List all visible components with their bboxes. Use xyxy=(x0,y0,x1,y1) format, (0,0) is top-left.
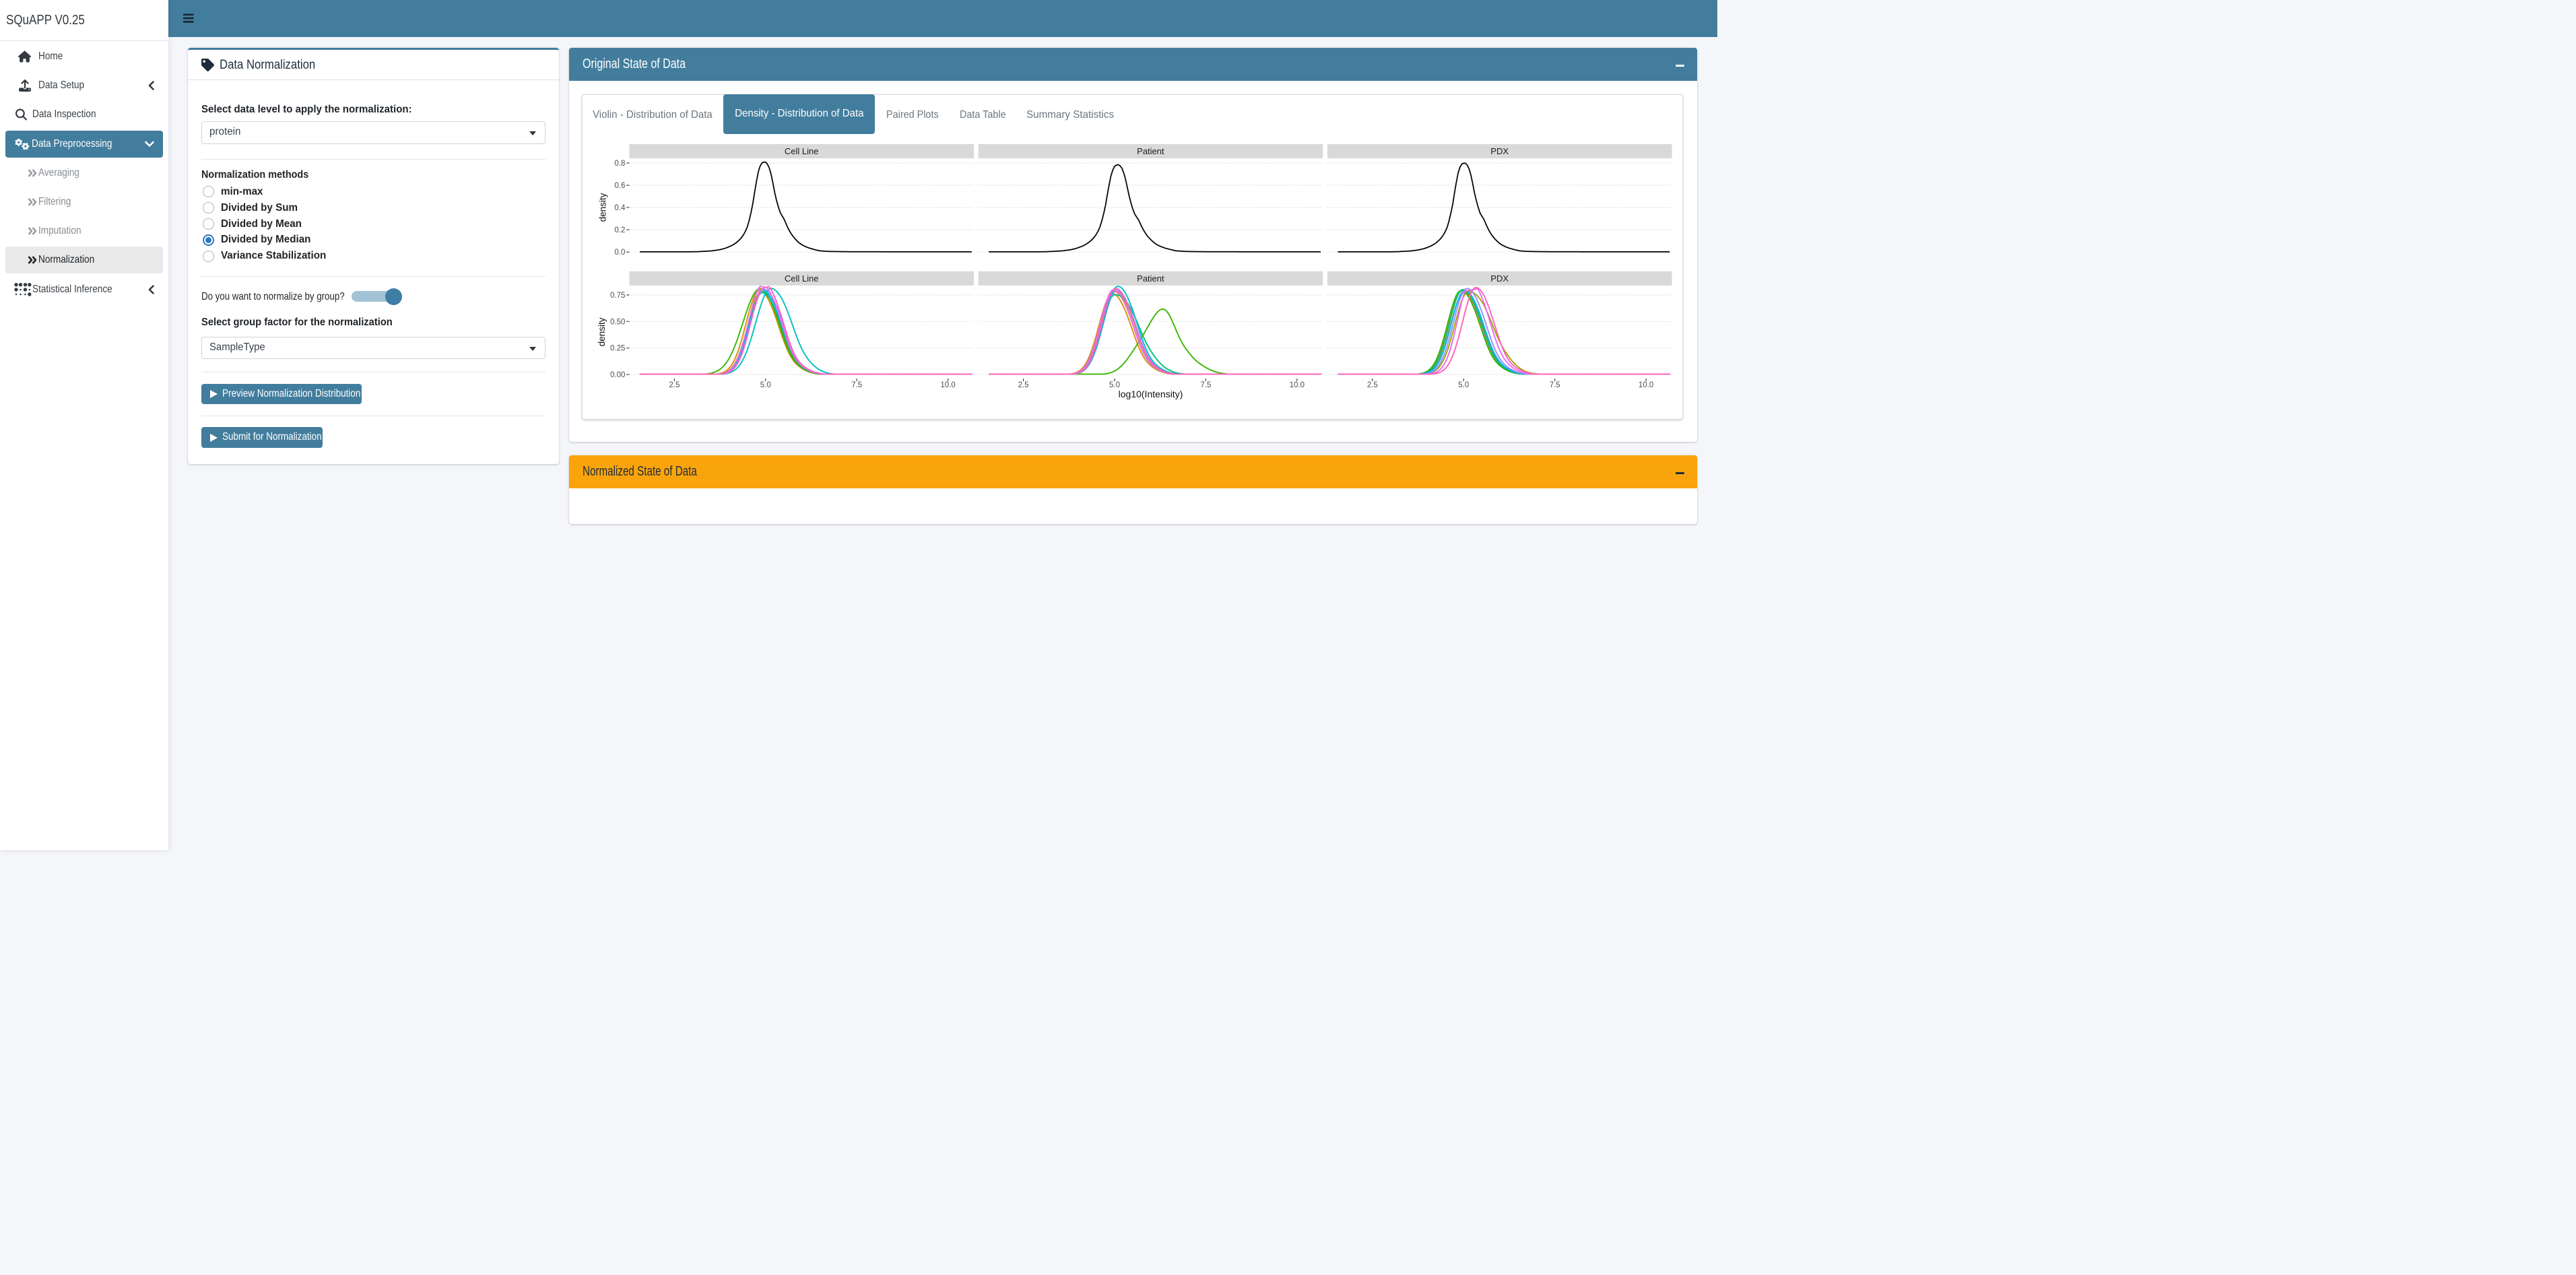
svg-text:0.2: 0.2 xyxy=(614,226,625,234)
svg-text:0.0: 0.0 xyxy=(614,249,625,257)
svg-text:0.75: 0.75 xyxy=(610,292,625,300)
svg-text:5.0: 5.0 xyxy=(1109,381,1120,389)
svg-text:0.8: 0.8 xyxy=(614,160,625,168)
svg-text:10.0: 10.0 xyxy=(1638,381,1653,389)
svg-text:5.0: 5.0 xyxy=(760,381,770,389)
svg-text:density: density xyxy=(596,317,606,346)
svg-text:2.5: 2.5 xyxy=(669,381,680,389)
svg-text:Patient: Patient xyxy=(1137,146,1164,156)
svg-text:7.5: 7.5 xyxy=(1549,381,1560,389)
svg-text:log10(Intensity): log10(Intensity) xyxy=(1118,389,1183,399)
svg-text:5.0: 5.0 xyxy=(1458,381,1469,389)
svg-text:0.4: 0.4 xyxy=(614,204,626,212)
svg-text:Cell Line: Cell Line xyxy=(784,146,818,156)
svg-text:2.5: 2.5 xyxy=(1018,381,1028,389)
svg-text:7.5: 7.5 xyxy=(1200,381,1211,389)
svg-text:0.00: 0.00 xyxy=(610,371,625,379)
svg-text:0.50: 0.50 xyxy=(610,318,625,326)
svg-text:PDX: PDX xyxy=(1490,273,1509,284)
svg-text:0.6: 0.6 xyxy=(614,182,625,190)
svg-text:7.5: 7.5 xyxy=(851,381,862,389)
svg-text:10.0: 10.0 xyxy=(1289,381,1304,389)
svg-text:Patient: Patient xyxy=(1137,273,1164,284)
svg-text:10.0: 10.0 xyxy=(940,381,955,389)
svg-text:density: density xyxy=(597,193,607,222)
svg-text:Cell Line: Cell Line xyxy=(784,273,818,284)
svg-text:2.5: 2.5 xyxy=(1366,381,1377,389)
svg-text:0.25: 0.25 xyxy=(610,344,625,352)
svg-text:PDX: PDX xyxy=(1490,146,1509,156)
